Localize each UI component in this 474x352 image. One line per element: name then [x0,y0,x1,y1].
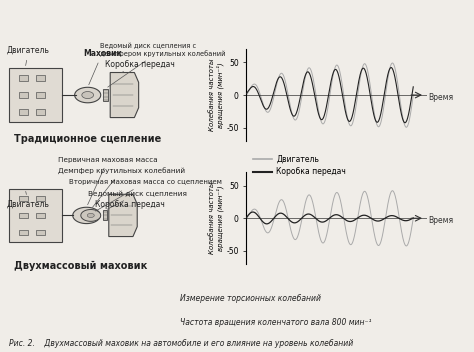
Text: Первичная маховая масса: Первичная маховая масса [58,157,158,205]
Bar [36,75,45,81]
Legend: Двигатель, Коробка передач: Двигатель, Коробка передач [250,151,349,180]
Bar [36,109,45,115]
Bar [36,92,45,98]
Polygon shape [81,209,100,221]
Bar [36,196,45,201]
Bar [19,92,28,98]
Bar [103,89,108,101]
Polygon shape [109,194,137,237]
Text: Время: Время [428,216,454,226]
Polygon shape [110,73,138,118]
Text: Традиционное сцепление: Традиционное сцепление [14,133,162,144]
Bar [19,75,28,81]
Bar [19,213,28,218]
Text: Двигатель: Двигатель [7,46,50,65]
Y-axis label: Колебания частоты
вращения (мин⁻¹): Колебания частоты вращения (мин⁻¹) [209,59,224,131]
Bar [36,213,45,218]
Bar [19,109,28,115]
Bar [36,230,45,235]
Text: Демпфер крутильных колебаний: Демпфер крутильных колебаний [57,167,185,207]
Text: Ведомый диск сцепления с
демпфером крутильных колебаний: Ведомый диск сцепления с демпфером крути… [100,42,225,87]
Polygon shape [75,87,100,103]
Text: Рис. 2.    Двухмассовый маховик на автомобиле и его влияние на уровень колебаний: Рис. 2. Двухмассовый маховик на автомоби… [9,339,354,348]
Y-axis label: Колебания частоты
вращения (мин⁻¹): Колебания частоты вращения (мин⁻¹) [209,182,224,254]
Bar [102,210,107,220]
Text: Двигатель: Двигатель [7,191,50,209]
Text: Коробка передач: Коробка передач [94,194,164,209]
Text: Время: Время [428,93,454,102]
Text: Частота вращения коленчатого вала 800 мин⁻¹: Частота вращения коленчатого вала 800 ми… [180,318,372,327]
Text: Измерение торсионных колебаний: Измерение торсионных колебаний [180,294,321,303]
Bar [9,68,62,122]
Text: Коробка передач: Коробка передач [105,60,175,73]
Polygon shape [87,213,94,218]
Text: Ведомый диск сцепления: Ведомый диск сцепления [88,190,187,209]
Polygon shape [73,207,100,224]
Polygon shape [82,92,93,99]
Bar [9,189,62,242]
Text: Вторичная маховая масса со сцеплением: Вторичная маховая масса со сцеплением [69,180,222,211]
Text: Двухмассовый маховик: Двухмассовый маховик [14,261,147,271]
Bar [19,196,28,201]
Bar [19,230,28,235]
Text: Маховик: Маховик [83,49,122,85]
